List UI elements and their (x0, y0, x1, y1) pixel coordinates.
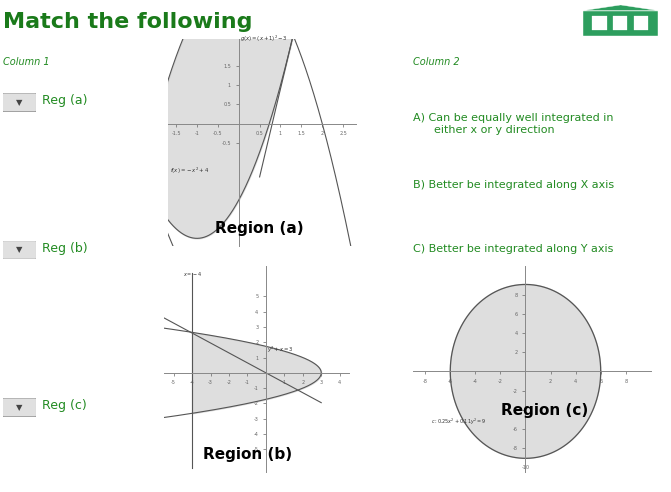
Polygon shape (450, 284, 601, 459)
Text: -10: -10 (521, 465, 529, 470)
Bar (592, 16, 607, 31)
Text: $y^2 + x = 3$: $y^2 + x = 3$ (267, 344, 294, 355)
FancyBboxPatch shape (3, 241, 36, 259)
Text: Match the following: Match the following (3, 12, 253, 32)
FancyBboxPatch shape (3, 93, 36, 112)
Text: B) Better be integrated along X axis: B) Better be integrated along X axis (413, 180, 614, 189)
Text: Region (a): Region (a) (215, 220, 304, 236)
Text: Column 2: Column 2 (413, 57, 459, 66)
Text: Reg (a): Reg (a) (42, 94, 88, 107)
Text: $g(x) = (x+1)^2 - 3$: $g(x) = (x+1)^2 - 3$ (240, 34, 287, 44)
Bar (634, 16, 648, 31)
Text: Reg (b): Reg (b) (42, 242, 88, 255)
FancyBboxPatch shape (3, 398, 36, 417)
Text: $f(x) = -x^2+4$: $f(x) = -x^2+4$ (170, 166, 209, 177)
Polygon shape (583, 5, 658, 10)
Text: ▼: ▼ (16, 98, 23, 107)
Bar (613, 16, 627, 31)
Text: ▼: ▼ (16, 403, 23, 412)
Text: Region (b): Region (b) (203, 447, 292, 461)
Bar (583, 10, 658, 36)
Text: Region (c): Region (c) (501, 402, 588, 418)
Text: C) Better be integrated along Y axis: C) Better be integrated along Y axis (413, 244, 613, 253)
Text: Reg (c): Reg (c) (42, 400, 87, 412)
Text: $x = -4$: $x = -4$ (183, 271, 203, 278)
Text: Column 1: Column 1 (3, 57, 50, 66)
Text: A) Can be equally well integrated in
      either x or y direction: A) Can be equally well integrated in eit… (413, 113, 613, 135)
Text: ▼: ▼ (16, 246, 23, 254)
Text: $c: 0.25x^2 + 0.11y^2 = 9$: $c: 0.25x^2 + 0.11y^2 = 9$ (431, 417, 486, 428)
Text: 1804: 1804 (609, 43, 632, 52)
